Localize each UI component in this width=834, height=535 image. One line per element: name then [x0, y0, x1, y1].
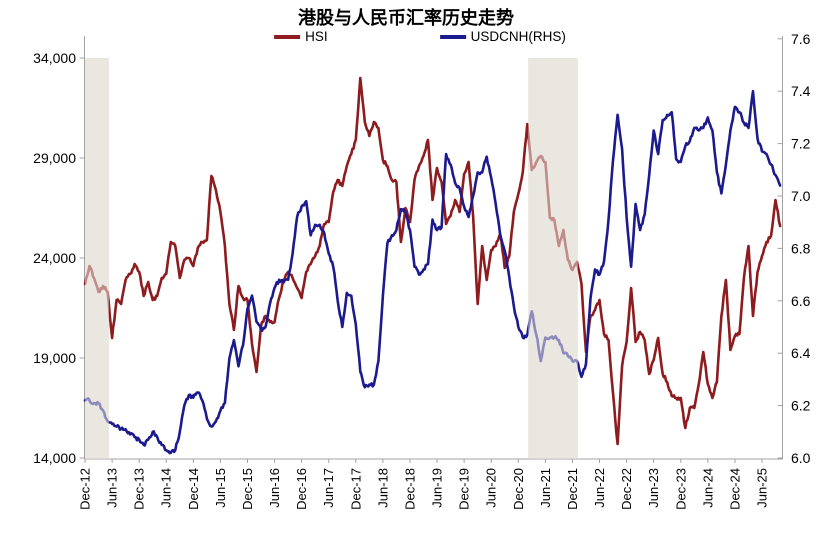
x-axis-label: Dec-16 [294, 468, 309, 510]
x-axis-label: Jun-23 [646, 468, 661, 508]
x-axis-label: Dec-13 [132, 468, 147, 510]
right-axis-label: 6.8 [791, 240, 811, 256]
right-axis-label: 7.0 [791, 188, 811, 204]
x-axis-label: Jun-16 [267, 468, 282, 508]
usdcnh-line-swatch [439, 34, 466, 39]
x-axis-label: Jun-15 [213, 468, 228, 508]
highlight-band-overlay [528, 58, 578, 459]
series-line-hsi [83, 76, 782, 446]
right-axis-label: 6.6 [791, 293, 811, 309]
legend-item-usdcnh: USDCNH(RHS) [439, 29, 566, 44]
x-axis-label: Jun-21 [538, 468, 553, 508]
x-axis-label: Dec-24 [727, 468, 742, 510]
left-axis-label: 14,000 [33, 450, 76, 466]
x-axis-label: Dec-20 [511, 468, 526, 510]
x-axis-label: Dec-12 [78, 468, 93, 510]
x-axis-label: Dec-22 [619, 468, 634, 510]
right-axis-label: 7.2 [791, 136, 811, 152]
x-axis-label: Jun-18 [375, 468, 390, 508]
right-axis-label: 6.4 [791, 345, 811, 361]
x-axis-label: Jun-24 [700, 468, 715, 508]
right-axis-label: 7.6 [791, 31, 811, 47]
x-axis-label: Dec-14 [186, 468, 201, 510]
right-axis-label: 7.4 [791, 83, 811, 99]
x-axis-label: Dec-17 [348, 468, 363, 510]
left-axis-label: 19,000 [33, 350, 76, 366]
x-axis-label: Jun-25 [755, 468, 770, 508]
highlight-band-overlay [85, 58, 109, 459]
x-axis-label: Dec-18 [402, 468, 417, 510]
x-axis-label: Dec-19 [457, 468, 472, 510]
x-axis-label: Jun-19 [430, 468, 445, 508]
chart-title: 港股与人民币汇率历史走势 [298, 8, 514, 28]
right-axis-label: 6.2 [791, 398, 811, 414]
right-axis-label: 6.0 [791, 450, 811, 466]
legend-label-usdcnh: USDCNH(RHS) [470, 29, 566, 44]
legend-label-hsi: HSI [305, 29, 328, 44]
x-axis-label: Dec-23 [673, 468, 688, 510]
x-axis-label: Jun-22 [592, 468, 607, 508]
x-axis-label: Dec-21 [565, 468, 580, 510]
hsi-line-swatch [274, 34, 301, 39]
chart-legend: HSI USDCNH(RHS) [274, 29, 566, 44]
x-axis-label: Jun-20 [484, 468, 499, 508]
x-axis-label: Jun-13 [105, 468, 120, 508]
x-axis-label: Jun-17 [321, 468, 336, 508]
x-axis-label: Dec-15 [240, 468, 255, 510]
left-axis-label: 34,000 [33, 50, 76, 66]
series-line-usdcnh [83, 89, 782, 455]
left-axis-label: 24,000 [33, 250, 76, 266]
left-axis-label: 29,000 [33, 150, 76, 166]
legend-item-hsi: HSI [274, 29, 328, 44]
x-axis-label: Jun-14 [159, 468, 174, 508]
